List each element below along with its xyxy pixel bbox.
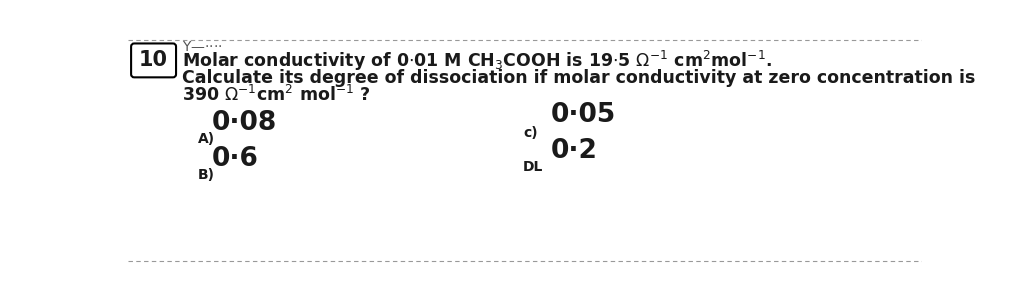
Text: 0·08: 0·08 — [212, 110, 276, 136]
Text: DL: DL — [523, 160, 544, 174]
Text: A): A) — [198, 132, 215, 146]
Text: 0·05: 0·05 — [551, 102, 616, 128]
Text: Calculate its degree of dissociation if molar conductivity at zero concentration: Calculate its degree of dissociation if … — [182, 69, 976, 87]
Text: B): B) — [198, 168, 215, 182]
Text: 10: 10 — [139, 50, 168, 70]
Text: c): c) — [523, 126, 538, 140]
Text: Molar conductivity of 0$\cdot$01 M CH$_3$COOH is 19$\cdot$5 $\Omega^{-1}$ cm$^2$: Molar conductivity of 0$\cdot$01 M CH$_3… — [182, 49, 772, 73]
Text: 390 $\Omega^{-1}$cm$^2$ mol$^{-1}$ ?: 390 $\Omega^{-1}$cm$^2$ mol$^{-1}$ ? — [182, 85, 371, 105]
Text: $\Upsilon$—····: $\Upsilon$—···· — [182, 40, 223, 54]
Text: 0·2: 0·2 — [551, 138, 598, 164]
Text: 0·6: 0·6 — [212, 146, 259, 172]
FancyBboxPatch shape — [131, 44, 176, 77]
